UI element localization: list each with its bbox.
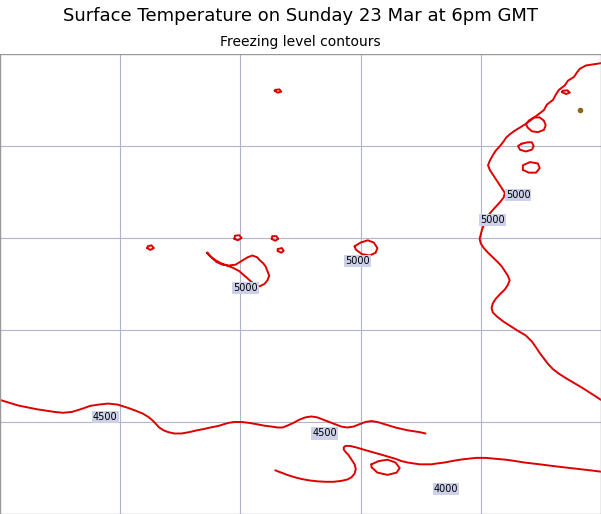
Text: 5000: 5000 — [481, 214, 505, 225]
Text: Freezing level contours: Freezing level contours — [220, 35, 381, 49]
Text: 5000: 5000 — [346, 256, 370, 266]
Text: 5000: 5000 — [233, 283, 257, 292]
Text: 4000: 4000 — [434, 484, 458, 494]
Text: 5000: 5000 — [506, 190, 530, 200]
Text: 4500: 4500 — [313, 429, 337, 438]
Text: 4500: 4500 — [93, 412, 117, 423]
Text: Surface Temperature on Sunday 23 Mar at 6pm GMT: Surface Temperature on Sunday 23 Mar at … — [63, 7, 538, 25]
